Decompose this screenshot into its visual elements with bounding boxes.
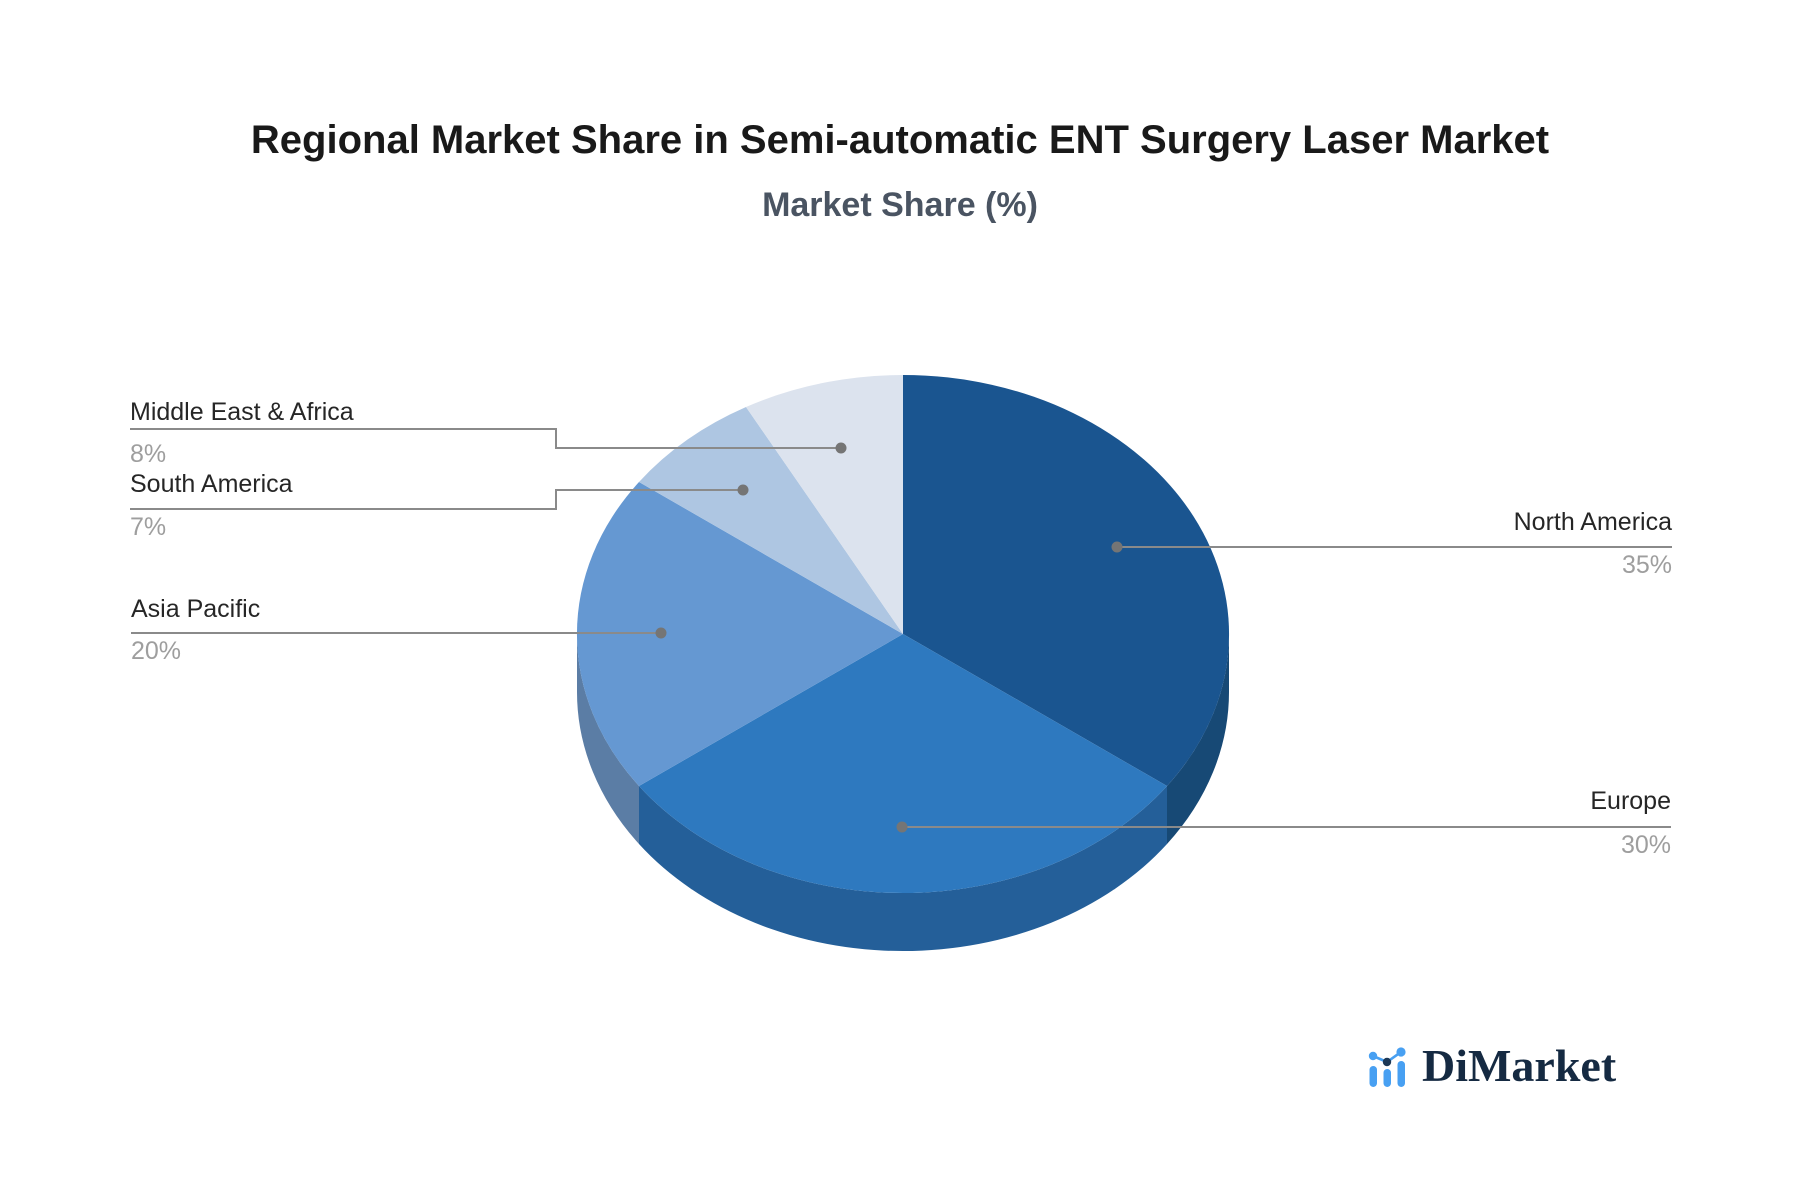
slice-percent: 35% bbox=[1621, 550, 1672, 579]
chart-subtitle: Market Share (%) bbox=[762, 186, 1038, 224]
brand-logo-text: DiMarket bbox=[1422, 1040, 1617, 1091]
leader-dot-south-america bbox=[737, 484, 749, 496]
leader-line-south-america bbox=[130, 489, 743, 510]
slice-percent: 8% bbox=[130, 439, 167, 468]
slice-label-europe: Europe 30% bbox=[1590, 787, 1671, 860]
pie-slice-asia-pacific[interactable] bbox=[576, 482, 903, 786]
leader-dot-middle-east-africa bbox=[835, 442, 847, 454]
leader-dot-europe bbox=[896, 821, 908, 833]
leader-lines bbox=[130, 428, 1672, 828]
pie-slice-middle-east-africa[interactable] bbox=[746, 375, 903, 634]
slice-name: South America bbox=[130, 470, 293, 498]
brand-logo: DiMarket bbox=[1366, 1038, 1616, 1090]
pie-side-asia-pacific bbox=[577, 634, 639, 844]
slice-label-south-america: South America 7% bbox=[130, 470, 293, 542]
slice-percent: 7% bbox=[130, 512, 167, 541]
slice-percent: 30% bbox=[1620, 830, 1671, 859]
leader-line-middle-east-africa bbox=[130, 428, 841, 449]
pie-side-north-america bbox=[1167, 634, 1229, 844]
pie-slice-north-america[interactable] bbox=[903, 375, 1230, 786]
leader-dot-asia-pacific bbox=[655, 627, 667, 639]
pie-slice-south-america[interactable] bbox=[639, 407, 903, 634]
slice-name: North America bbox=[1513, 508, 1672, 536]
slice-label-asia-pacific: Asia Pacific 20% bbox=[131, 595, 260, 666]
leader-dot-north-america bbox=[1111, 541, 1123, 553]
slice-label-middle-east-africa: Middle East & Africa 8% bbox=[130, 398, 354, 469]
pie-side-europe bbox=[639, 786, 1167, 952]
slice-name: Asia Pacific bbox=[131, 595, 261, 623]
leader-dots bbox=[655, 442, 1123, 833]
slice-name: Middle East & Africa bbox=[130, 398, 354, 426]
slice-label-north-america: North America 35% bbox=[1514, 508, 1672, 580]
chart-title: Regional Market Share in Semi-automatic … bbox=[250, 118, 1550, 162]
slice-percent: 20% bbox=[131, 636, 182, 665]
bar-line-chart-icon bbox=[1368, 1047, 1406, 1087]
slice-name: Europe bbox=[1590, 787, 1671, 815]
pie-slice-europe[interactable] bbox=[639, 634, 1167, 894]
